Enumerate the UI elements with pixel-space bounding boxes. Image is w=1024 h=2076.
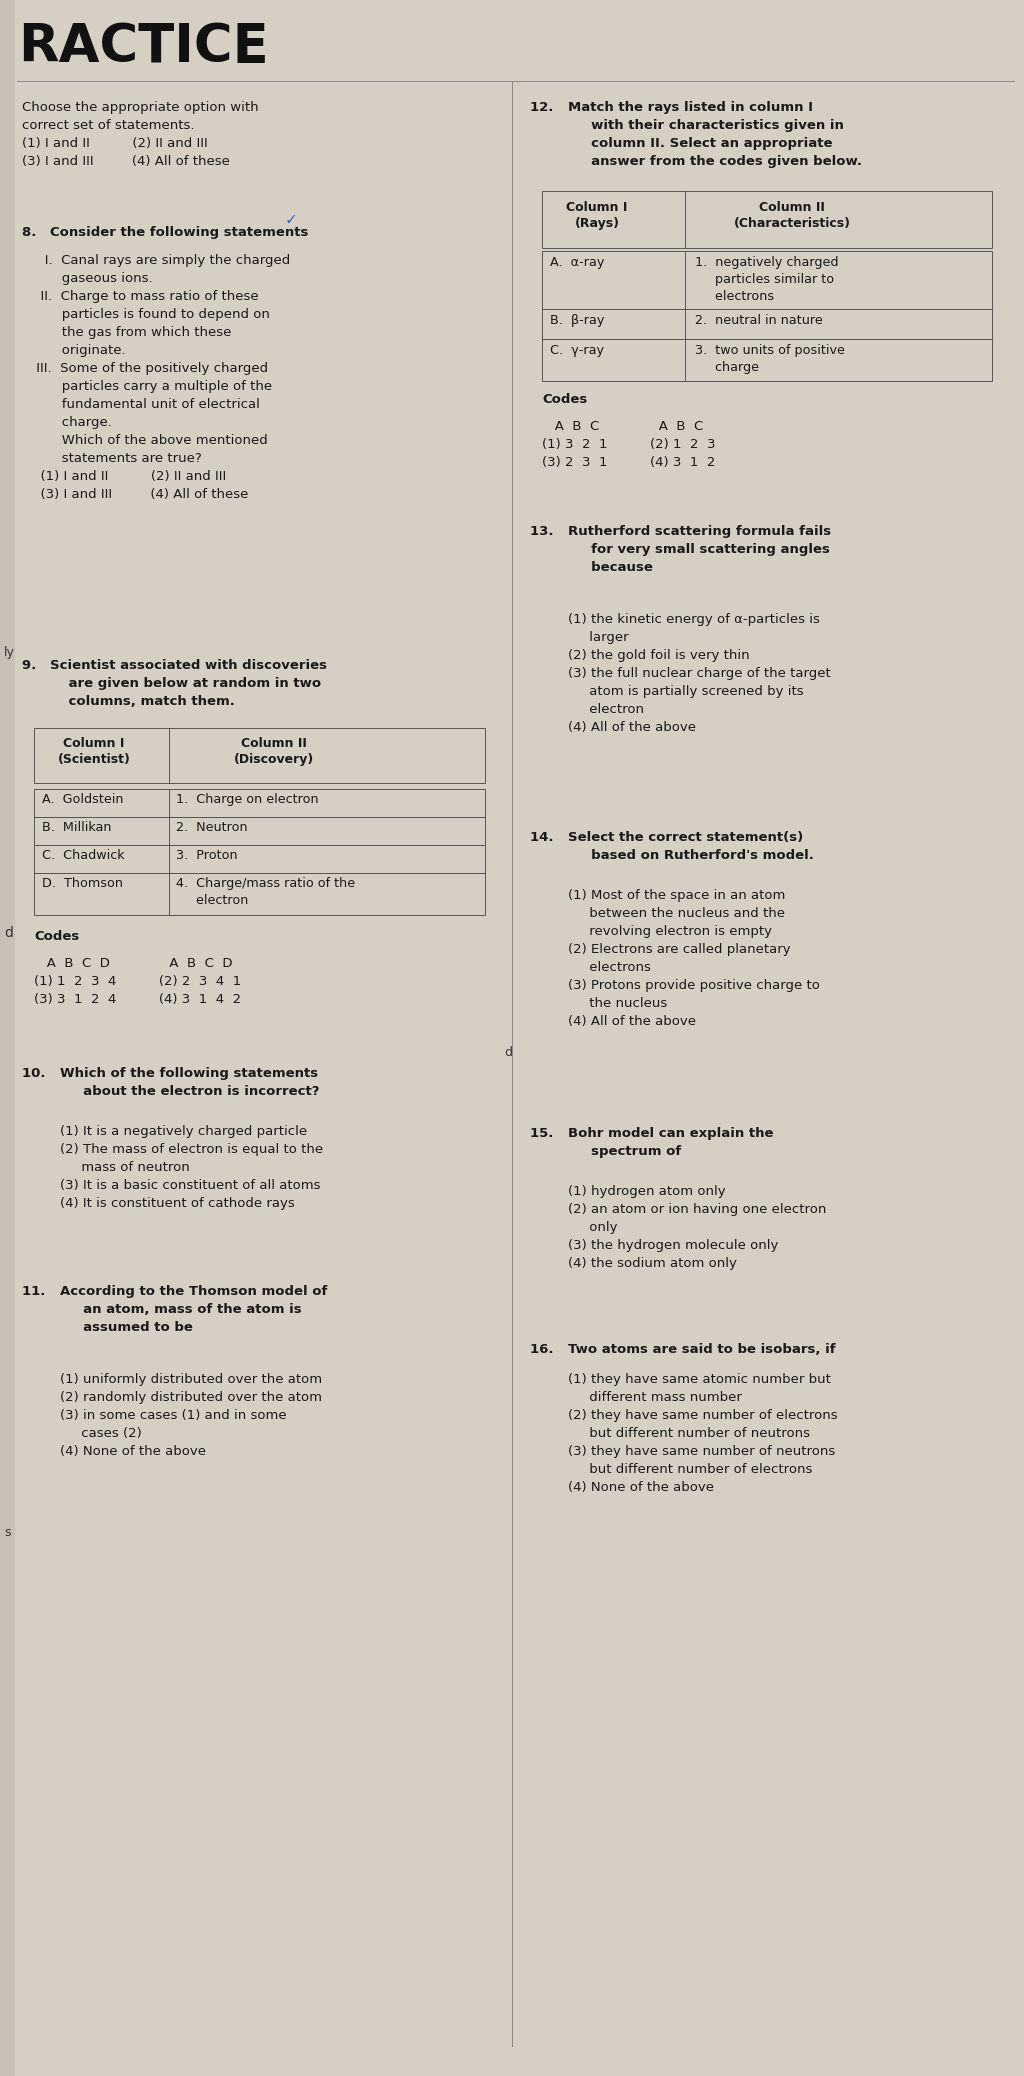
Bar [0, 0, 14, 2076]
Text: Scientist associated with discoveries
    are given below at random in two
    c: Scientist associated with discoveries ar… [50, 658, 327, 708]
Text: B.  β-ray: B. β-ray [550, 313, 604, 328]
Text: Which of the following statements
     about the electron is incorrect?: Which of the following statements about … [60, 1067, 319, 1098]
Text: 2.  Neutron: 2. Neutron [176, 820, 248, 835]
Text: Consider the following statements: Consider the following statements [50, 226, 308, 239]
Text: (1) It is a negatively charged particle
(2) The mass of electron is equal to the: (1) It is a negatively charged particle … [60, 1125, 324, 1210]
Text: d: d [4, 926, 13, 940]
Text: Column II
(Discovery): Column II (Discovery) [233, 737, 314, 766]
FancyBboxPatch shape [34, 874, 485, 916]
Text: (1) hydrogen atom only
(2) an atom or ion having one electron
     only
(3) the : (1) hydrogen atom only (2) an atom or io… [568, 1185, 826, 1271]
Text: (1) uniformly distributed over the atom
(2) randomly distributed over the atom
(: (1) uniformly distributed over the atom … [60, 1372, 323, 1457]
FancyBboxPatch shape [542, 251, 992, 309]
Text: 2.  neutral in nature: 2. neutral in nature [695, 313, 822, 328]
Text: 13.: 13. [530, 525, 558, 538]
Text: 9.: 9. [22, 658, 41, 673]
Text: ✓: ✓ [285, 212, 298, 226]
Text: A  B  C  D              A  B  C  D
(1) 1  2  3  4          (2) 2  3  4  1
(3) 3 : A B C D A B C D (1) 1 2 3 4 (2) 2 3 4 1 … [34, 957, 242, 1007]
FancyBboxPatch shape [34, 818, 485, 845]
Text: 3.  two units of positive
     charge: 3. two units of positive charge [695, 345, 845, 374]
Text: 15.: 15. [530, 1127, 558, 1140]
FancyBboxPatch shape [542, 338, 992, 382]
Text: (1) the kinetic energy of α-particles is
     larger
(2) the gold foil is very t: (1) the kinetic energy of α-particles is… [568, 612, 830, 735]
Text: 11.: 11. [22, 1285, 50, 1298]
Text: 1.  negatively charged
     particles similar to
     electrons: 1. negatively charged particles similar … [695, 255, 839, 303]
Text: D.  Thomson: D. Thomson [42, 876, 123, 891]
Text: s: s [4, 1526, 10, 1538]
Text: A.  Goldstein: A. Goldstein [42, 793, 124, 805]
Text: Column I
(Rays): Column I (Rays) [566, 201, 628, 230]
Text: B.  Millikan: B. Millikan [42, 820, 112, 835]
Text: Select the correct statement(s)
     based on Rutherford's model.: Select the correct statement(s) based on… [568, 830, 814, 862]
Text: (1) they have same atomic number but
     different mass number
(2) they have sa: (1) they have same atomic number but dif… [568, 1372, 838, 1495]
Text: RACTICE: RACTICE [18, 21, 268, 73]
Text: Bohr model can explain the
     spectrum of: Bohr model can explain the spectrum of [568, 1127, 773, 1158]
FancyBboxPatch shape [542, 191, 992, 247]
FancyBboxPatch shape [34, 729, 485, 783]
Text: C.  γ-ray: C. γ-ray [550, 345, 604, 357]
Text: 4.  Charge/mass ratio of the
     electron: 4. Charge/mass ratio of the electron [176, 876, 355, 907]
Text: A.  α-ray: A. α-ray [550, 255, 604, 270]
FancyBboxPatch shape [34, 789, 485, 818]
Text: ly: ly [4, 646, 15, 658]
Text: Match the rays listed in column I
     with their characteristics given in
     : Match the rays listed in column I with t… [568, 102, 862, 168]
Text: Rutherford scattering formula fails
     for very small scattering angles
     b: Rutherford scattering formula fails for … [568, 525, 831, 573]
Text: According to the Thomson model of
     an atom, mass of the atom is
     assumed: According to the Thomson model of an ato… [60, 1285, 328, 1335]
Text: 10.: 10. [22, 1067, 50, 1080]
Text: 16.: 16. [530, 1343, 558, 1356]
Text: Column II
(Characteristics): Column II (Characteristics) [733, 201, 851, 230]
Text: I.  Canal rays are simply the charged
       gaseous ions.
  II.  Charge to mass: I. Canal rays are simply the charged gas… [32, 253, 290, 500]
Text: Codes: Codes [34, 930, 79, 943]
Text: 14.: 14. [530, 830, 558, 845]
Text: C.  Chadwick: C. Chadwick [42, 849, 125, 862]
FancyBboxPatch shape [542, 309, 992, 338]
Text: 3.  Proton: 3. Proton [176, 849, 238, 862]
Text: d: d [504, 1046, 512, 1059]
Text: A  B  C              A  B  C
(1) 3  2  1          (2) 1  2  3
(3) 2  3  1       : A B C A B C (1) 3 2 1 (2) 1 2 3 (3) 2 3 … [542, 419, 716, 469]
Text: 8.: 8. [22, 226, 41, 239]
Text: Two atoms are said to be isobars, if: Two atoms are said to be isobars, if [568, 1343, 836, 1356]
FancyBboxPatch shape [34, 845, 485, 874]
Text: Codes: Codes [542, 392, 587, 407]
Text: (1) Most of the space in an atom
     between the nucleus and the
     revolving: (1) Most of the space in an atom between… [568, 889, 820, 1028]
Text: Column I
(Scientist): Column I (Scientist) [57, 737, 130, 766]
Text: Choose the appropriate option with
correct set of statements.
(1) I and II      : Choose the appropriate option with corre… [22, 102, 259, 168]
Text: 1.  Charge on electron: 1. Charge on electron [176, 793, 318, 805]
Text: 12.: 12. [530, 102, 558, 114]
